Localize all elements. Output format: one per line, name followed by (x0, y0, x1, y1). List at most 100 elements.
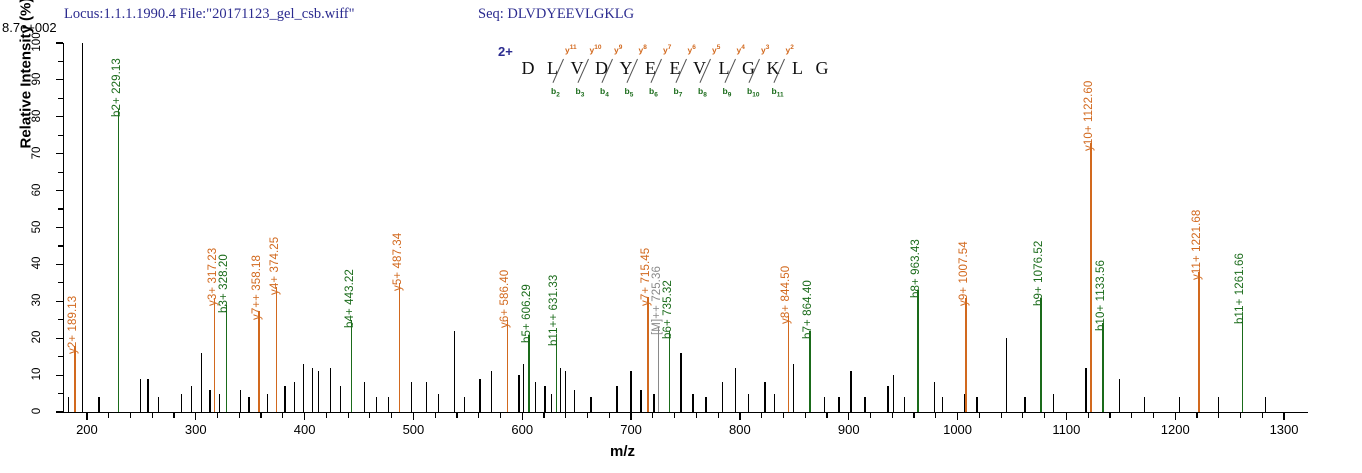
peak-unassigned (1085, 367, 1087, 412)
peak-unassigned (976, 397, 978, 412)
peak-unassigned (550, 393, 553, 412)
peak-label: y8+ 844.50 (780, 265, 793, 325)
y-tick-label: 60 (31, 183, 43, 196)
residue: L (792, 58, 803, 78)
peak-unassigned (158, 397, 160, 412)
x-tick-minor (282, 413, 284, 418)
y-tick-label: 20 (31, 330, 43, 344)
x-tick-minor (434, 413, 436, 418)
x-tick-minor (260, 413, 262, 418)
peak-label: b10+ 1133.56 (1094, 260, 1107, 332)
peak-label: b3+ 328.20 (218, 254, 231, 313)
peak-label: b2+ 229.13 (110, 58, 123, 118)
y-tick-label: 80 (31, 109, 43, 123)
x-tick-label: 400 (293, 422, 316, 437)
y-tick (56, 411, 63, 413)
peak-unassigned (248, 397, 250, 412)
x-tick-minor (238, 413, 240, 418)
y-tick-label: 100 (31, 32, 43, 52)
peak-unassigned (903, 397, 905, 412)
x-tick-label: 900 (837, 422, 860, 437)
peak-unassigned (1264, 397, 1267, 412)
x-tick-minor (1218, 413, 1220, 418)
b-ion-label: b3 (575, 86, 585, 99)
y-ion-label: y11 (565, 44, 577, 55)
peak-unassigned (330, 367, 332, 412)
peak-unassigned (565, 371, 567, 412)
x-axis-line (63, 412, 1308, 414)
x-tick-minor (1239, 413, 1242, 418)
peak-b-ion (225, 304, 228, 412)
b-ion-label: b9 (722, 86, 732, 99)
peak-label: y5+ 487.34 (391, 232, 404, 291)
peak-y-ion (506, 319, 509, 412)
peak-label: y3+ 317.23 (206, 247, 219, 306)
x-tick-minor (1261, 413, 1263, 418)
x-tick (1283, 413, 1285, 420)
peak-unassigned (266, 393, 269, 412)
residue: L (547, 58, 558, 78)
y-tick-label: 70 (31, 146, 43, 160)
y-tick-label: 40 (31, 257, 43, 270)
x-tick-minor (347, 413, 349, 418)
peak-unassigned (792, 364, 794, 412)
peak-unassigned (190, 386, 193, 412)
x-tick-minor (1000, 413, 1002, 418)
peak-b-ion (917, 290, 919, 412)
peak-label: b6+ 735.32 (661, 279, 674, 339)
x-tick-label: 800 (729, 422, 751, 437)
y-ion-label: y2 (785, 44, 794, 55)
peak-unassigned (318, 371, 320, 412)
peak-unassigned (491, 371, 493, 412)
x-tick (521, 413, 523, 420)
x-tick (739, 413, 741, 420)
residue: E (669, 58, 681, 78)
x-tick-minor (608, 413, 610, 418)
y-ion-label: y9 (614, 44, 623, 55)
peak-unassigned (680, 352, 682, 412)
peak-unassigned (1218, 397, 1220, 412)
x-tick (1065, 413, 1067, 420)
peak-unassigned (721, 382, 724, 412)
y-tick (56, 190, 63, 192)
peak-unassigned (410, 382, 412, 412)
x-tick-minor (804, 413, 806, 418)
peak-unassigned (180, 393, 183, 412)
y-tick (56, 79, 63, 81)
residue: Y (619, 58, 633, 78)
peak-unassigned (375, 397, 378, 412)
peak-unassigned (454, 330, 456, 412)
peak-label: y4+ 374.25 (268, 236, 281, 295)
peak-label: b7+ 864.40 (802, 279, 814, 339)
x-tick-minor (674, 413, 676, 418)
locus-file-text: Locus:1.1.1.1990.4 File:"20171123_gel_cs… (64, 6, 355, 22)
y-tick-label: 0 (31, 407, 43, 415)
x-tick-minor (478, 413, 480, 418)
peak-unassigned (98, 397, 100, 412)
peak-unassigned (1144, 397, 1146, 412)
peak-unassigned (850, 371, 852, 412)
b-ion-label: b11 (771, 86, 784, 99)
peak-unassigned (559, 367, 562, 412)
y-axis-line (63, 43, 65, 413)
x-tick-minor (325, 413, 327, 418)
peak-unassigned (590, 397, 592, 412)
peak-label: b8+ 963.43 (909, 239, 922, 299)
peak-label: y2+ 189.13 (67, 295, 80, 354)
peak-unassigned (522, 364, 525, 412)
peak-unassigned (653, 393, 655, 412)
peak-unassigned (692, 393, 694, 412)
y-ion-label: y10 (589, 44, 602, 55)
peak-unassigned (747, 393, 750, 412)
x-tick-minor (1109, 413, 1111, 418)
peak-unassigned (147, 378, 149, 412)
peak-unassigned (705, 397, 707, 412)
peak-unassigned (1005, 338, 1008, 412)
peak-unassigned (1052, 393, 1055, 412)
x-tick (86, 413, 88, 420)
x-tick-minor (913, 413, 915, 418)
x-tick-minor (717, 413, 719, 418)
peak-unassigned (1119, 378, 1121, 412)
peak-unassigned (838, 397, 840, 412)
x-tick-minor (1087, 413, 1089, 418)
